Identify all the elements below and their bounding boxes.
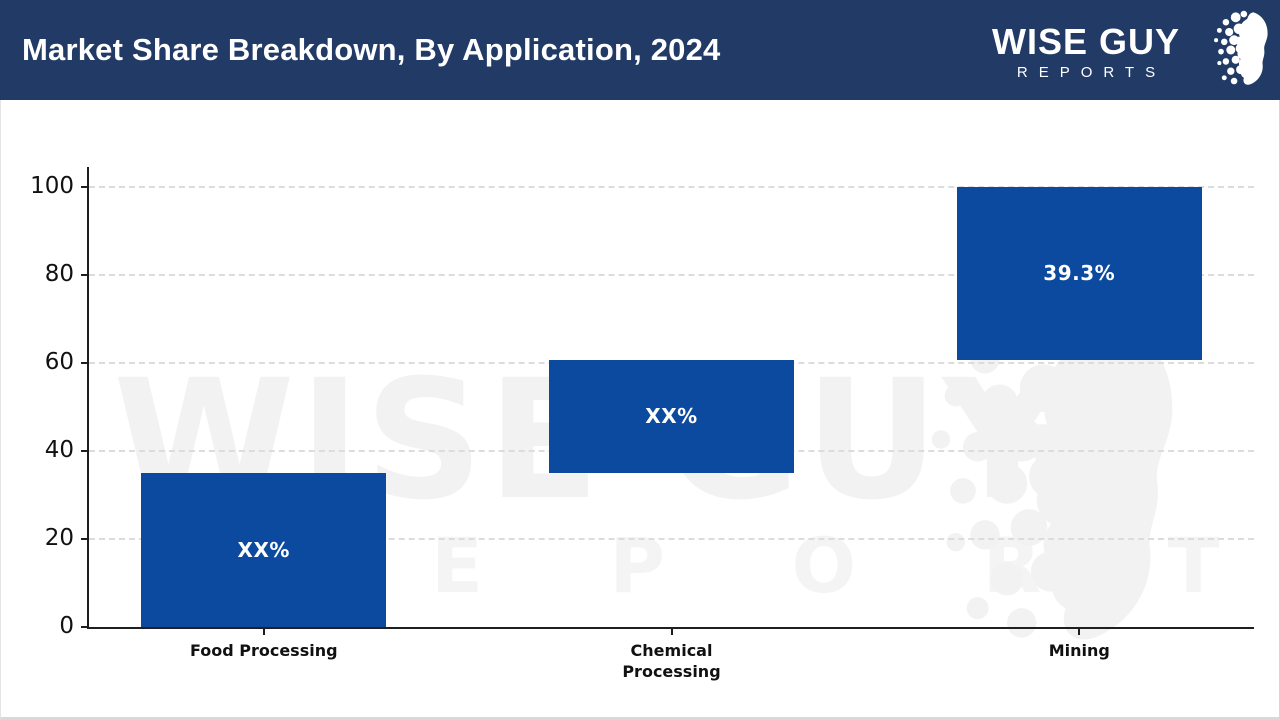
x-tick xyxy=(262,629,265,635)
bar-segment-0: XX% xyxy=(141,473,387,627)
bar-label: XX% xyxy=(237,538,290,562)
gridline xyxy=(89,186,1254,188)
logo-reports-label: REPORTS xyxy=(1016,63,1167,81)
wise-guy-reports-logo: WISE GUY REPORTS xyxy=(992,10,1270,94)
y-tick-label: 100 xyxy=(30,173,74,199)
y-axis-line xyxy=(87,167,89,629)
y-tick xyxy=(81,186,89,188)
dotted-head-profile-icon xyxy=(1172,9,1270,95)
page-title: Market Share Breakdown, By Application, … xyxy=(22,32,721,67)
chart-region: WISE GUY R E P O R T S 020406080100XX%Fo… xyxy=(0,100,1280,720)
x-tick xyxy=(1078,629,1081,635)
gridline xyxy=(89,274,1254,276)
logo-text: WISE GUY REPORTS xyxy=(991,20,1180,81)
y-tick-label: 60 xyxy=(44,349,74,375)
y-tick xyxy=(81,626,89,628)
x-category-label: Food Processing xyxy=(189,641,338,660)
plot-area: 0 20 40 60 80 100 XX% Food Processing XX% Chemica… xyxy=(1,100,1279,717)
bar-segment-1: XX% xyxy=(549,359,794,473)
y-tick-label: 20 xyxy=(44,525,74,551)
y-tick xyxy=(81,450,89,452)
y-tick xyxy=(81,274,89,276)
x-category-label: Mining xyxy=(1048,641,1110,660)
bar-label: 39.3% xyxy=(1043,261,1116,286)
y-tick-label: 0 xyxy=(59,613,74,639)
y-tick xyxy=(81,538,89,540)
bar-segment-2: 39.3% xyxy=(956,187,1202,360)
y-tick xyxy=(81,362,89,364)
y-tick-label: 80 xyxy=(44,261,74,287)
watermark-dotted-head-profile-icon xyxy=(743,300,1183,671)
y-tick-label: 40 xyxy=(44,437,74,463)
logo-wiseguy-label: WISE GUY xyxy=(991,20,1180,62)
x-category-label: Chemical Processing xyxy=(622,641,721,682)
bar-label: XX% xyxy=(645,404,698,429)
x-tick xyxy=(670,629,673,635)
header-bar: Market Share Breakdown, By Application, … xyxy=(0,0,1280,100)
x-axis-line xyxy=(87,627,1254,629)
gridline xyxy=(89,538,1254,540)
